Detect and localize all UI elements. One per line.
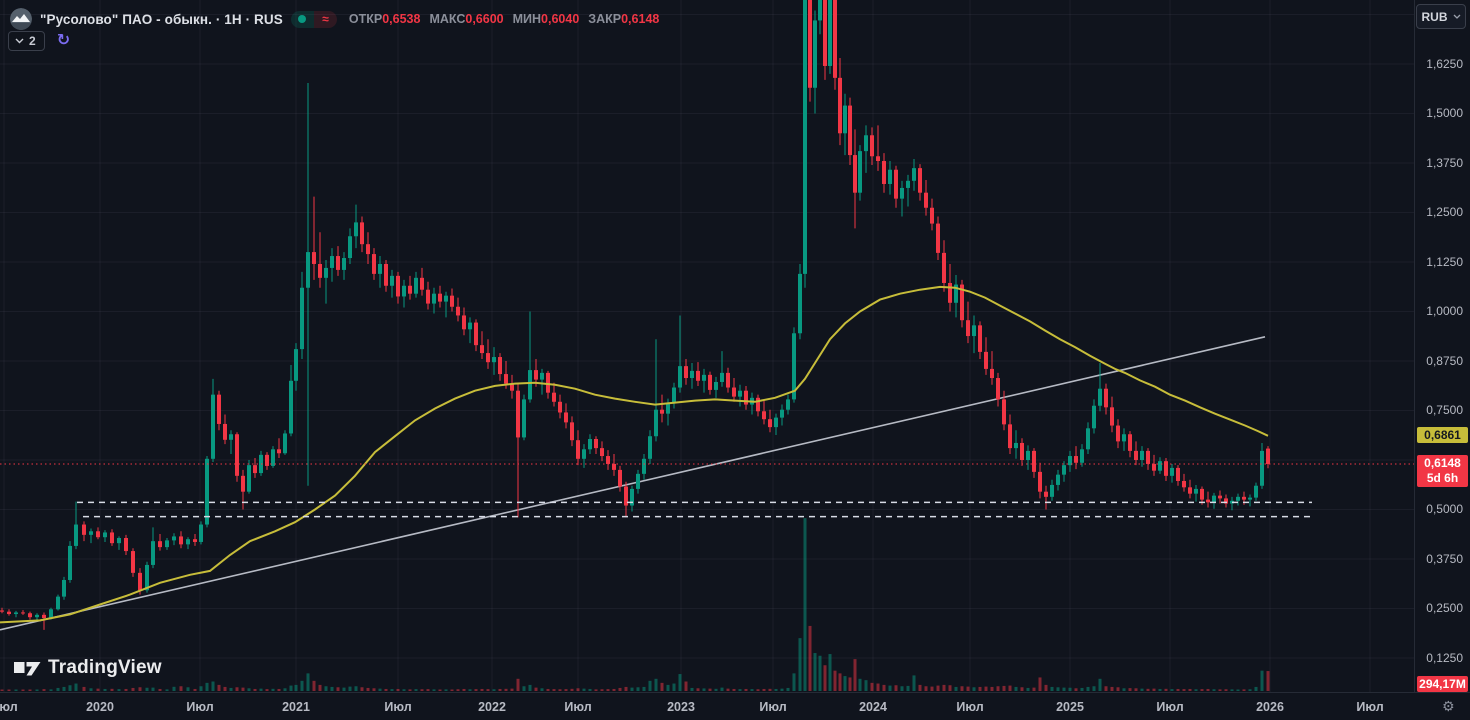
price-chart-plot[interactable] <box>0 0 1414 692</box>
price-tick-label: 1,5000 <box>1426 106 1463 121</box>
price-tick-label: 1,3750 <box>1426 155 1463 170</box>
currency-label: RUB <box>1421 9 1448 24</box>
open-value: 0,6538 <box>382 12 421 26</box>
sync-refresh-icon[interactable]: ↻ <box>56 32 71 49</box>
price-tick-label: 0,3750 <box>1426 551 1463 566</box>
symbol-title[interactable]: "Русолово" ПАО - обыкн. · 1H · RUS <box>40 11 283 27</box>
ma-price-badge: 0,6861 <box>1417 426 1468 443</box>
price-tick-label: 1,2500 <box>1426 205 1463 220</box>
time-tick-label: 2025 <box>1056 700 1084 714</box>
time-tick-label: Июл <box>186 700 214 714</box>
time-tick-label: Июл <box>564 700 592 714</box>
axis-settings-gear-icon[interactable]: ⚙ <box>1442 698 1455 714</box>
last-price-badge: 0,6148 5d 6h <box>1417 455 1468 488</box>
low-value: 0,6040 <box>541 12 580 26</box>
close-label: ЗАКР <box>588 12 622 26</box>
high-value: 0,6600 <box>465 12 504 26</box>
price-tick-label: 1,1250 <box>1426 254 1463 269</box>
time-tick-label: Июл <box>384 700 412 714</box>
tradingview-glyph-icon <box>14 661 41 675</box>
price-tick-label: 0,8750 <box>1426 353 1463 368</box>
bar-countdown: 5d 6h <box>1426 471 1459 486</box>
currency-dropdown[interactable]: RUB <box>1416 4 1466 29</box>
tradingview-logo[interactable]: TradingView <box>14 657 162 679</box>
price-tick-label: 1,0000 <box>1426 304 1463 319</box>
chevron-down-icon <box>1453 14 1460 19</box>
time-tick-label: 2020 <box>86 700 114 714</box>
price-tick-label: 0,5000 <box>1426 502 1463 517</box>
market-open-dot-icon <box>298 15 307 23</box>
time-tick-label: Июл <box>1356 700 1384 714</box>
time-tick-label: 2021 <box>282 700 310 714</box>
time-axis[interactable]: ⚙ Июл 2020 Июл 2021 Июл 2022 Июл 2023 Июл 2024 Июл… <box>0 692 1470 720</box>
ohlc-values: ОТКР0,6538 МАКС0,6600 МИН0,6040 ЗАКР0,61… <box>349 12 659 26</box>
chevron-down-icon <box>15 38 24 44</box>
high-label: МАКС <box>429 12 466 26</box>
last-price-value: 0,6148 <box>1424 456 1461 471</box>
time-tick-label: 2024 <box>859 700 887 714</box>
time-tick-label: Июл <box>759 700 787 714</box>
market-status-pill[interactable]: ≈ <box>290 10 337 28</box>
price-tick-label: 1,6250 <box>1426 56 1463 71</box>
low-label: МИН <box>512 12 542 26</box>
close-value: 0,6148 <box>621 12 660 26</box>
price-tick-label: 0,1250 <box>1426 650 1463 665</box>
time-tick-label: 2026 <box>1256 700 1284 714</box>
time-tick-label: Июл <box>956 700 984 714</box>
volume-bars <box>0 518 1270 691</box>
instrument-logo-icon[interactable] <box>10 8 32 30</box>
price-tick-label: 0,2500 <box>1426 601 1463 616</box>
collapse-indicators-button[interactable]: 2 <box>8 31 45 51</box>
tradingview-text: TradingView <box>48 657 162 678</box>
price-tick-label: 0,7500 <box>1426 403 1463 418</box>
open-label: ОТКР <box>348 12 383 26</box>
volume-badge: 294,17M <box>1417 676 1468 692</box>
moving-average-line[interactable] <box>0 285 1269 624</box>
time-tick-label: Июл <box>1156 700 1184 714</box>
time-tick-label: 2023 <box>667 700 695 714</box>
trendline-drawing[interactable] <box>0 336 1266 631</box>
indicator-count: 2 <box>29 34 36 48</box>
time-tick-label: 2022 <box>478 700 506 714</box>
chart-header: "Русолово" ПАО - обыкн. · 1H · RUS ≈ ОТК… <box>10 8 659 30</box>
price-axis[interactable]: 0,6861 0,6148 5d 6h 294,17M 1,6250 1,5000… <box>1414 0 1470 692</box>
time-tick-label: Июл <box>0 700 18 714</box>
gridlines <box>0 0 1414 692</box>
delayed-data-icon: ≈ <box>313 10 337 28</box>
candlestick-series <box>0 0 1270 630</box>
